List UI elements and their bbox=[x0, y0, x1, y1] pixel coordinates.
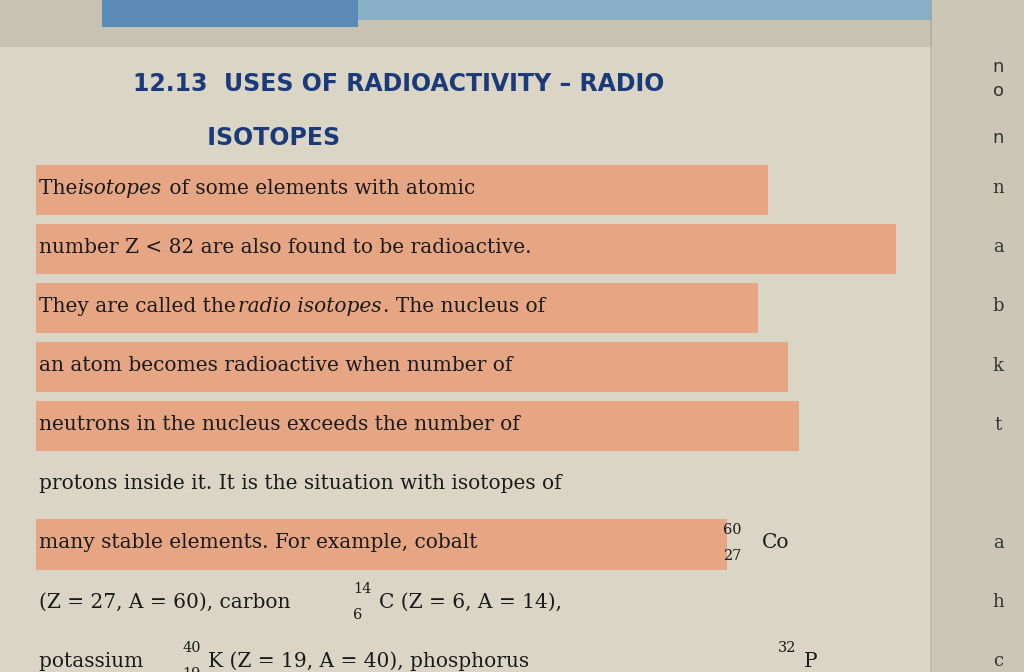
Text: a: a bbox=[993, 239, 1004, 256]
Text: 27: 27 bbox=[723, 549, 741, 563]
Text: neutrons in the nucleus exceeds the number of: neutrons in the nucleus exceeds the numb… bbox=[39, 415, 519, 434]
Text: isotopes: isotopes bbox=[78, 179, 162, 198]
Bar bbox=[102, 0, 358, 27]
Text: 40: 40 bbox=[182, 641, 201, 655]
Text: 6: 6 bbox=[353, 608, 362, 622]
Bar bbox=[930, 0, 932, 672]
Bar bbox=[0, 0, 932, 47]
Text: C (Z = 6, A = 14),: C (Z = 6, A = 14), bbox=[379, 593, 562, 612]
Text: a: a bbox=[993, 534, 1004, 552]
Text: number Z < 82 are also found to be radioactive.: number Z < 82 are also found to be radio… bbox=[39, 238, 531, 257]
Bar bbox=[358, 0, 932, 20]
Text: 19: 19 bbox=[182, 667, 201, 672]
Bar bbox=[36, 401, 799, 452]
Text: K (Z = 19, A = 40), phosphorus: K (Z = 19, A = 40), phosphorus bbox=[208, 651, 536, 671]
Text: . The nucleus of: . The nucleus of bbox=[383, 297, 545, 316]
Text: P: P bbox=[804, 652, 817, 671]
Bar bbox=[36, 224, 896, 274]
Text: potassium: potassium bbox=[39, 652, 150, 671]
Text: c: c bbox=[993, 653, 1004, 670]
Bar bbox=[932, 0, 1024, 672]
Text: k: k bbox=[993, 357, 1004, 374]
Text: 12.13  USES OF RADIOACTIVITY – RADIO: 12.13 USES OF RADIOACTIVITY – RADIO bbox=[133, 72, 665, 96]
Bar bbox=[36, 283, 758, 333]
Text: n: n bbox=[992, 58, 1005, 76]
Text: ISOTOPES: ISOTOPES bbox=[133, 126, 340, 150]
Text: (Z = 27, A = 60), carbon: (Z = 27, A = 60), carbon bbox=[39, 593, 297, 612]
Text: Co: Co bbox=[762, 534, 790, 552]
Bar bbox=[36, 342, 788, 392]
Text: t: t bbox=[994, 416, 1002, 433]
Text: 14: 14 bbox=[353, 582, 372, 596]
Text: They are called the: They are called the bbox=[39, 297, 242, 316]
Text: b: b bbox=[992, 298, 1005, 315]
Text: many stable elements. For example, cobalt: many stable elements. For example, cobal… bbox=[39, 534, 483, 552]
Text: n: n bbox=[992, 179, 1005, 197]
Text: protons inside it. It is the situation with isotopes of: protons inside it. It is the situation w… bbox=[39, 474, 561, 493]
Text: h: h bbox=[992, 593, 1005, 611]
Text: The: The bbox=[39, 179, 84, 198]
Text: of some elements with atomic: of some elements with atomic bbox=[163, 179, 475, 198]
Text: an atom becomes radioactive when number of: an atom becomes radioactive when number … bbox=[39, 356, 512, 375]
Text: n: n bbox=[992, 129, 1005, 146]
Text: 32: 32 bbox=[778, 641, 797, 655]
Bar bbox=[36, 165, 768, 215]
Bar bbox=[36, 519, 727, 570]
Text: radio isotopes: radio isotopes bbox=[238, 297, 381, 316]
Text: o: o bbox=[993, 82, 1004, 99]
Text: 60: 60 bbox=[723, 523, 741, 537]
